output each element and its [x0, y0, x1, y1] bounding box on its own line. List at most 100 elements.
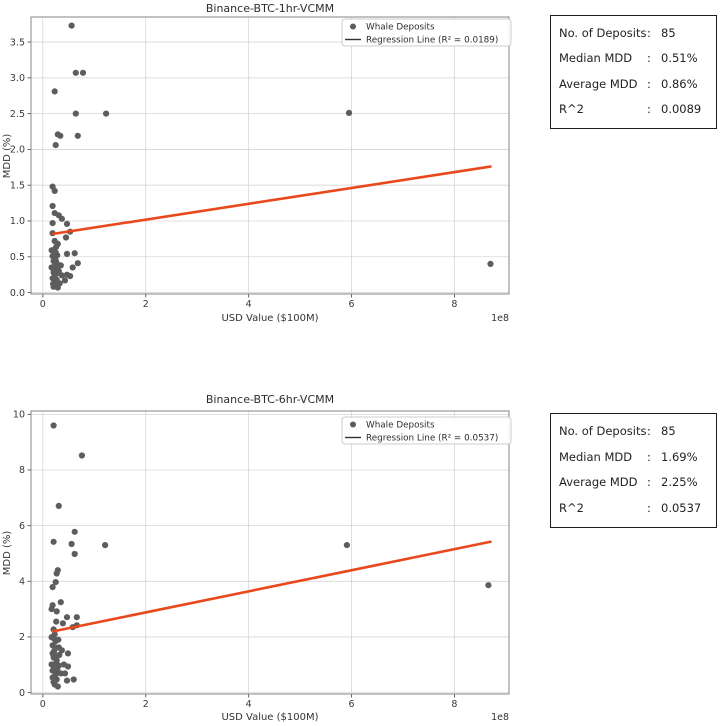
- scatter-point: [72, 110, 79, 117]
- x-tick-label: 6: [349, 299, 355, 310]
- scatter-point: [49, 584, 56, 591]
- stats-row: Median MDD : 0.51%: [559, 51, 708, 65]
- x-axis-label: USD Value ($100M): [221, 712, 318, 723]
- stats-panel-1hr: No. of Deposits : 85 Median MDD : 0.51% …: [550, 15, 717, 129]
- stats-label: No. of Deposits: [559, 424, 647, 438]
- scatter-point: [68, 22, 75, 29]
- legend-scatter-label: Whale Deposits: [366, 421, 435, 431]
- scatter-point: [54, 252, 61, 259]
- y-axis-label: MDD (%): [2, 531, 13, 576]
- scatter-point: [63, 614, 71, 621]
- x-tick-label: 4: [246, 699, 252, 710]
- scatter-point: [74, 260, 81, 267]
- scatter-point: [64, 650, 72, 657]
- chart-1hr: 0 2 4 6 8 0.0 0.5 1.0 1.5 2.0 2.5 3.0 3.5 Binance-BT…: [2, 2, 512, 324]
- y-tick-label: 1.0: [10, 216, 25, 227]
- stats-label: Average MDD: [559, 475, 638, 490]
- legend-frame: [341, 416, 512, 445]
- x-tick-label: 8: [451, 699, 457, 710]
- stats-label: R^2: [559, 500, 584, 515]
- scatter-point: [53, 570, 60, 577]
- plot-frame: [30, 410, 510, 695]
- stats-separator: :: [647, 76, 651, 91]
- stats-row: No. of Deposits : 85: [559, 26, 708, 40]
- scatter-point: [58, 215, 65, 222]
- stats-separator: :: [647, 500, 651, 515]
- scatter-point: [62, 234, 70, 241]
- scatter-point: [52, 142, 59, 149]
- scatter-point: [67, 273, 74, 280]
- scatter-point: [63, 220, 71, 227]
- stats-separator: :: [647, 51, 651, 66]
- scatter-point: [49, 202, 56, 210]
- scatter-point: [53, 618, 60, 625]
- scatter-point: [50, 538, 57, 545]
- stats-row: No. of Deposits : 85: [559, 424, 708, 438]
- scatter-point: [51, 187, 58, 194]
- x-tick-label: 4: [246, 299, 252, 310]
- stats-value: 0.0537: [661, 500, 702, 515]
- stats-label: No. of Deposits: [559, 26, 647, 40]
- scatter-point: [71, 250, 78, 257]
- stats-row: Median MDD : 1.69%: [559, 450, 708, 464]
- legend: Whale Deposits Regression Line (R² = 0.0…: [341, 18, 512, 47]
- y-tick-label: 0: [19, 688, 25, 699]
- stats-separator: :: [647, 101, 651, 116]
- y-tick-label: 2: [19, 632, 25, 643]
- plot-area-1hr: 0 2 4 6 8 0.0 0.5 1.0 1.5 2.0 2.5 3.0 3.5: [10, 16, 510, 310]
- scatter-point: [64, 663, 72, 670]
- scatter-point: [63, 250, 71, 257]
- chart-title: Binance-BTC-6hr-VCMM: [206, 393, 334, 406]
- scatter-point: [58, 647, 65, 654]
- y-tick-label: 3.0: [10, 73, 25, 84]
- stats-label: Median MDD: [559, 449, 633, 464]
- scatter-point: [102, 542, 109, 549]
- scatter-point: [48, 606, 55, 613]
- scatter-point: [52, 579, 59, 586]
- y-tick-label: 4: [19, 577, 25, 588]
- stats-panel-6hr: No. of Deposits : 85 Median MDD : 1.69% …: [550, 413, 717, 528]
- scatter-point: [50, 422, 57, 429]
- x-tick-label: 6: [349, 699, 355, 710]
- scatter-point: [57, 132, 64, 139]
- stats-value: 0.0089: [661, 101, 702, 116]
- stats-row: Average MDD : 0.86%: [559, 77, 708, 91]
- stats-value: 0.51%: [661, 51, 698, 66]
- scatter-point: [73, 614, 80, 621]
- legend-line-label: Regression Line (R² = 0.0537): [366, 434, 498, 444]
- legend-scatter-marker: [350, 23, 356, 30]
- legend-frame: [341, 18, 512, 47]
- scatter-point: [78, 452, 85, 459]
- scatter-point: [72, 69, 79, 76]
- scatter-point: [63, 677, 71, 684]
- scatter-point: [53, 608, 60, 615]
- legend-scatter-label: Whale Deposits: [366, 23, 435, 33]
- x-tick-label: 8: [451, 299, 457, 310]
- x-axis-offset-text: 1e8: [491, 712, 509, 723]
- y-axis-label: MDD (%): [2, 134, 13, 179]
- scatter-point: [74, 132, 81, 139]
- scatter-point: [54, 284, 61, 291]
- stats-label: R^2: [559, 101, 584, 116]
- stats-separator: :: [647, 26, 651, 40]
- x-axis-label: USD Value ($100M): [221, 313, 318, 324]
- scatter-point: [79, 69, 87, 76]
- y-tick-label: 2.5: [10, 109, 25, 120]
- legend: Whale Deposits Regression Line (R² = 0.0…: [341, 416, 512, 445]
- scatter-point: [71, 528, 78, 535]
- regression-line: [51, 540, 492, 633]
- scatter-point: [49, 253, 56, 260]
- stats-row: R^2 : 0.0089: [559, 102, 708, 116]
- y-tick-label: 6: [19, 521, 25, 532]
- x-tick-label: 0: [40, 299, 46, 310]
- stats-label: Average MDD: [559, 76, 638, 91]
- stats-row: Average MDD : 2.25%: [559, 475, 708, 489]
- stats-value: 2.25%: [661, 475, 698, 490]
- scatter-point: [51, 88, 58, 95]
- scatter-point: [343, 542, 350, 549]
- stats-label: Median MDD: [559, 51, 633, 66]
- scatter-point: [58, 272, 65, 279]
- legend-line-label: Regression Line (R² = 0.0189): [366, 36, 498, 46]
- scatter-point: [69, 264, 76, 271]
- stats-separator: :: [647, 424, 651, 438]
